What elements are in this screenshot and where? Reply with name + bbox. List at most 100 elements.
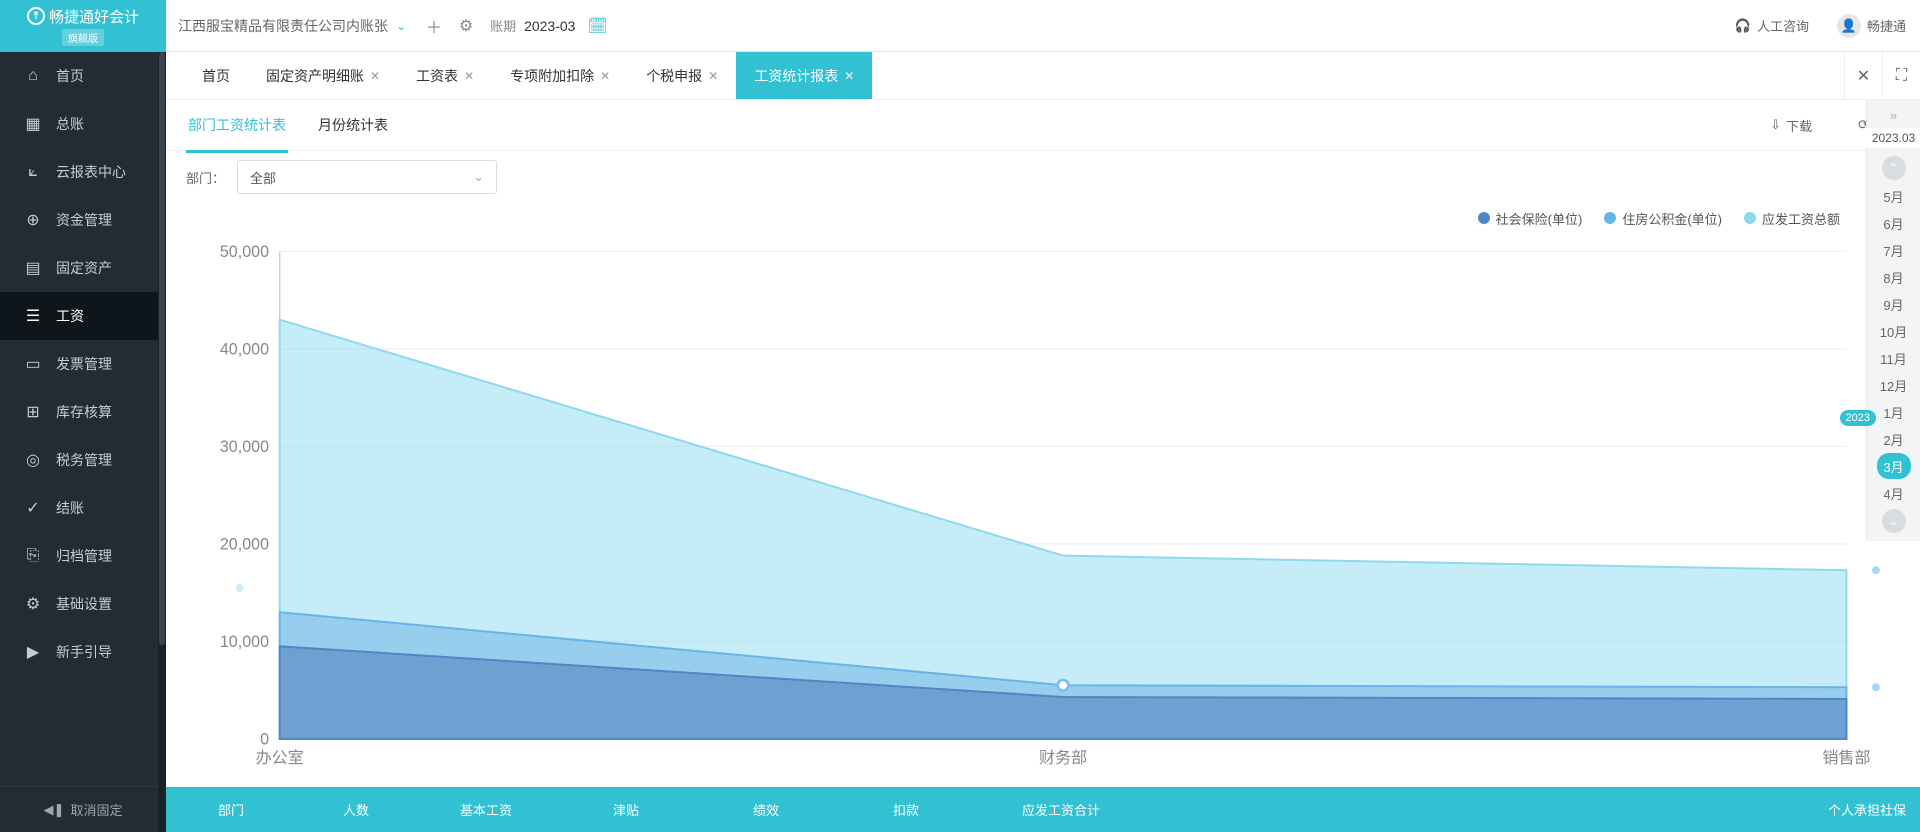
sidebar-unpin-button[interactable]: ◀❚ 取消固定 <box>0 786 166 832</box>
sidebar-item-label: 基础设置 <box>56 594 112 614</box>
legend-item[interactable]: 应发工资总额 <box>1744 209 1840 228</box>
unpin-icon: ◀❚ <box>44 802 65 818</box>
area-chart: 010,00020,00030,00040,00050,000办公室财务部销售部 <box>186 238 1900 777</box>
sidebar-item-0[interactable]: ⌂首页 <box>0 52 166 100</box>
add-button[interactable]: ＋ <box>418 14 450 38</box>
month-panel-collapse-icon[interactable]: » <box>1885 106 1903 124</box>
download-icon: ⇩ <box>1770 117 1781 133</box>
tab-close-icon[interactable]: ✕ <box>464 69 474 83</box>
company-selector[interactable]: 江西服宝精品有限责任公司内账张 ⌄ <box>166 16 418 36</box>
sidebar-item-10[interactable]: ⎘ 归档管理 <box>0 532 166 580</box>
month-item[interactable]: 10月 <box>1877 318 1911 344</box>
sidebar-item-icon: ⎘ <box>24 547 42 565</box>
brand-edition: 旗舰版 <box>62 29 104 46</box>
month-item[interactable]: 9月 <box>1877 291 1911 317</box>
subtab-0[interactable]: 部门工资统计表 <box>186 109 288 141</box>
month-item[interactable]: 1月 <box>1877 399 1911 425</box>
svg-text:30,000: 30,000 <box>220 438 269 456</box>
tab-label: 工资表 <box>416 66 458 86</box>
tab-fullscreen-button[interactable]: ⛶ <box>1882 52 1920 99</box>
chevron-down-icon: ⌄ <box>473 169 484 185</box>
svg-text:20,000: 20,000 <box>220 535 269 553</box>
download-label: 下载 <box>1786 116 1812 135</box>
tab-close-icon[interactable]: ✕ <box>708 69 718 83</box>
month-item[interactable]: 7月 <box>1877 237 1911 263</box>
user-menu[interactable]: 👤 畅捷通 <box>1823 14 1920 38</box>
subtab-1[interactable]: 月份统计表 <box>316 109 390 141</box>
month-panel-up-button[interactable]: ⌃ <box>1882 156 1906 180</box>
settings-icon[interactable]: ⚙ <box>450 16 482 36</box>
sidebar-item-icon: ⊕ <box>24 210 42 230</box>
tab-close-icon[interactable]: ✕ <box>844 69 854 83</box>
sidebar-item-icon: ▭ <box>24 354 42 374</box>
sidebar-item-7[interactable]: ⊞库存核算 <box>0 388 166 436</box>
table-header-cell: 绩效 <box>696 800 836 819</box>
tab-5[interactable]: 工资统计报表✕ <box>736 52 872 99</box>
month-item[interactable]: 12月 <box>1877 372 1911 398</box>
sidebar-item-9[interactable]: ✓结账 <box>0 484 166 532</box>
svg-text:销售部: 销售部 <box>1822 749 1870 767</box>
sidebar-item-3[interactable]: ⊕ 资金管理 <box>0 196 166 244</box>
month-item[interactable]: 4月 <box>1877 480 1911 506</box>
sidebar-item-4[interactable]: ▤固定资产 <box>0 244 166 292</box>
sidebar-item-6[interactable]: ▭发票管理 <box>0 340 166 388</box>
sidebar-item-label: 结账 <box>56 498 84 518</box>
brand-block: ⤒ 畅捷通好会计 旗舰版 <box>0 0 166 52</box>
chart-area: 社会保险(单位)住房公积金(单位)应发工资总额 010,00020,00030,… <box>166 203 1920 787</box>
legend-item[interactable]: 住房公积金(单位) <box>1604 209 1722 228</box>
tab-0[interactable]: 首页 <box>184 52 248 99</box>
sidebar-item-icon: ⚙ <box>24 594 42 614</box>
sidebar-item-label: 云报表中心 <box>56 162 126 182</box>
sidebar-item-1[interactable]: ▦总账 <box>0 100 166 148</box>
sidebar-item-icon: ▦ <box>24 114 42 134</box>
tabs-row: 首页固定资产明细账✕工资表✕专项附加扣除✕个税申报✕工资统计报表✕ ✕ ⛶ <box>166 52 1920 100</box>
svg-text:办公室: 办公室 <box>256 749 304 767</box>
month-item[interactable]: 8月 <box>1877 264 1911 290</box>
month-panel: » 2023.03 ⌃ 5月6月7月8月9月10月11月12月1月2月3月4月 … <box>1866 100 1920 541</box>
calendar-icon[interactable]: 🗓 <box>581 16 613 36</box>
table-header: 部门人数基本工资津贴绩效扣款应发工资合计个人承担社保 <box>166 787 1920 832</box>
sidebar-scrollbar[interactable] <box>158 52 166 832</box>
sidebar-item-12[interactable]: ▶新手引导 <box>0 628 166 676</box>
legend-item[interactable]: 社会保险(单位) <box>1478 209 1583 228</box>
sidebar-item-icon: ☰ <box>24 306 42 326</box>
sidebar-item-label: 税务管理 <box>56 450 112 470</box>
legend-label: 应发工资总额 <box>1762 209 1840 228</box>
user-name: 畅捷通 <box>1867 16 1906 35</box>
tab-label: 首页 <box>202 66 230 86</box>
chart-legend: 社会保险(单位) 住房公积金(单位) 应发工资总额 <box>186 203 1900 238</box>
sidebar-item-icon: ▤ <box>24 258 42 278</box>
month-item[interactable]: 5月 <box>1877 183 1911 209</box>
tab-3[interactable]: 专项附加扣除✕ <box>492 52 628 99</box>
table-header-cell-partial: 个人承担社保 <box>1822 800 1920 819</box>
month-item[interactable]: 2月 <box>1877 426 1911 452</box>
svg-text:40,000: 40,000 <box>220 340 269 358</box>
sidebar-item-label: 归档管理 <box>56 546 112 566</box>
month-panel-down-button[interactable]: ⌄ <box>1882 509 1906 533</box>
sidebar-item-label: 工资 <box>56 306 84 326</box>
brand-logo-icon: ⤒ <box>27 7 45 25</box>
tab-close-icon[interactable]: ✕ <box>370 69 380 83</box>
tab-2[interactable]: 工资表 ✕ <box>398 52 492 99</box>
month-item[interactable]: 3月 <box>1877 453 1911 479</box>
sidebar-item-8[interactable]: ◎税务管理 <box>0 436 166 484</box>
sidebar-item-label: 资金管理 <box>56 210 112 230</box>
tab-label: 个税申报 <box>646 66 702 86</box>
period-value[interactable]: 2023-03 <box>524 18 575 34</box>
month-item[interactable]: 11月 <box>1877 345 1911 371</box>
filter-label: 部门： <box>186 168 225 187</box>
support-button[interactable]: 🎧 人工咨询 <box>1721 16 1823 35</box>
month-item[interactable]: 6月 <box>1877 210 1911 236</box>
tab-close-all-button[interactable]: ✕ <box>1844 52 1882 99</box>
download-button[interactable]: ⇩ 下载 <box>1770 116 1812 135</box>
sidebar-item-5[interactable]: ☰ 工资 <box>0 292 166 340</box>
department-select[interactable]: 全部 ⌄ <box>237 160 497 194</box>
svg-text:50,000: 50,000 <box>220 243 269 261</box>
tab-close-icon[interactable]: ✕ <box>600 69 610 83</box>
legend-label: 社会保险(单位) <box>1496 209 1583 228</box>
sidebar-item-2[interactable]: ⟀云报表中心 <box>0 148 166 196</box>
table-header-cell: 扣款 <box>836 800 976 819</box>
tab-1[interactable]: 固定资产明细账✕ <box>248 52 398 99</box>
sidebar-item-11[interactable]: ⚙ 基础设置 <box>0 580 166 628</box>
tab-4[interactable]: 个税申报 ✕ <box>628 52 736 99</box>
